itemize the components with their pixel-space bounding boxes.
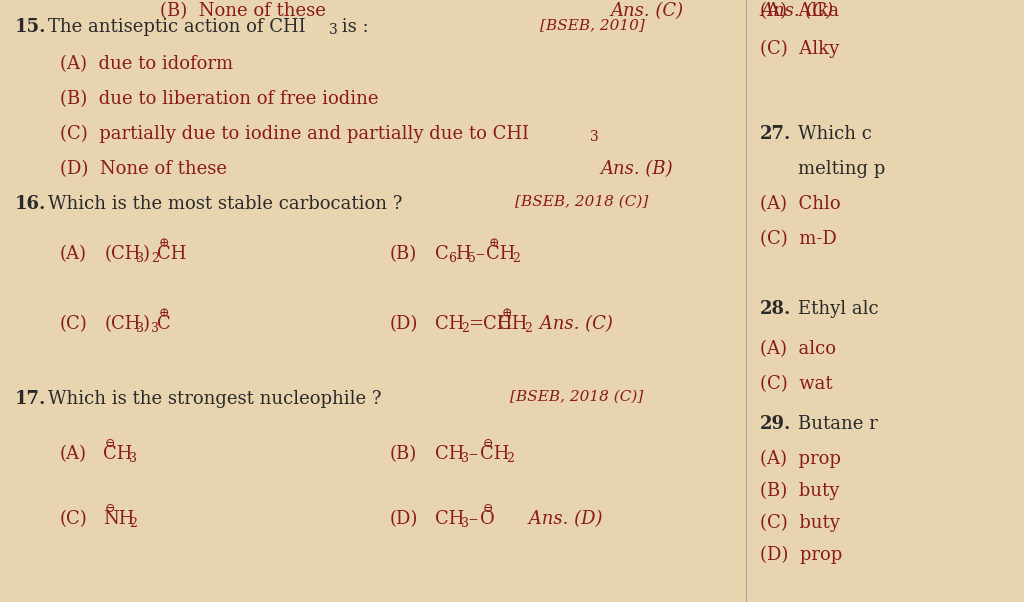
Text: is :: is :: [336, 18, 369, 36]
Text: (C)  wat: (C) wat: [760, 375, 833, 393]
Text: (A): (A): [60, 445, 87, 463]
Text: (B): (B): [390, 245, 417, 263]
Text: ⊖: ⊖: [105, 437, 116, 450]
Text: CH: CH: [435, 445, 464, 463]
Text: (A)  Alka: (A) Alka: [760, 2, 839, 20]
Text: (D)  prop: (D) prop: [760, 546, 843, 564]
Text: 2: 2: [506, 452, 514, 465]
Text: C: C: [435, 245, 449, 263]
Text: 6: 6: [449, 252, 456, 265]
Text: ⊕: ⊕: [502, 307, 512, 320]
Text: (CH: (CH: [105, 315, 141, 333]
Text: 3: 3: [461, 517, 469, 530]
Text: 3: 3: [151, 322, 159, 335]
Text: CH: CH: [435, 315, 464, 333]
Text: The antiseptic action of CHI: The antiseptic action of CHI: [48, 18, 305, 36]
Text: =CH: =CH: [468, 315, 512, 333]
Text: Ans. (C): Ans. (C): [534, 315, 613, 333]
Text: (D): (D): [390, 510, 419, 528]
Text: (C)  partially due to iodine and partially due to CHI: (C) partially due to iodine and partiall…: [60, 125, 529, 143]
Text: –: –: [468, 445, 477, 463]
Text: 3: 3: [329, 23, 338, 37]
Text: ⊖: ⊖: [483, 437, 494, 450]
Text: (C)  m-D: (C) m-D: [760, 230, 837, 248]
Text: H: H: [455, 245, 471, 263]
Text: 3: 3: [129, 452, 137, 465]
Text: Which is the strongest nucleophile ?: Which is the strongest nucleophile ?: [48, 390, 382, 408]
Text: 5: 5: [468, 252, 476, 265]
Text: ): ): [143, 245, 150, 263]
Text: (A)  due to idoform: (A) due to idoform: [60, 55, 233, 73]
Text: (D): (D): [390, 315, 419, 333]
Text: CH: CH: [480, 445, 509, 463]
Text: (A): (A): [60, 245, 87, 263]
Text: 28.: 28.: [760, 300, 792, 318]
Text: 2: 2: [512, 252, 520, 265]
Text: [BSEB, 2018 (C)]: [BSEB, 2018 (C)]: [515, 195, 648, 209]
Text: 17.: 17.: [15, 390, 46, 408]
Text: ): ): [143, 315, 150, 333]
Text: [BSEB, 2010]: [BSEB, 2010]: [540, 18, 645, 32]
Text: Butane r: Butane r: [798, 415, 878, 433]
Text: (C): (C): [60, 315, 88, 333]
Text: Ans. (D): Ans. (D): [500, 510, 602, 528]
Text: C: C: [157, 315, 171, 333]
Text: (B): (B): [390, 445, 417, 463]
Text: Ans. (C): Ans. (C): [760, 2, 834, 20]
Text: 15.: 15.: [15, 18, 46, 36]
Text: 29.: 29.: [760, 415, 792, 433]
Text: ⊕: ⊕: [159, 307, 170, 320]
Text: (A)  alco: (A) alco: [760, 340, 836, 358]
Text: 2: 2: [461, 322, 469, 335]
Text: (C): (C): [60, 510, 88, 528]
Text: CH: CH: [498, 315, 527, 333]
Text: ⊖: ⊖: [105, 502, 116, 515]
Text: 3: 3: [590, 130, 599, 144]
Text: 2: 2: [151, 252, 159, 265]
Text: (B)  buty: (B) buty: [760, 482, 840, 500]
Text: CH: CH: [103, 445, 132, 463]
Text: [BSEB, 2018 (C)]: [BSEB, 2018 (C)]: [510, 390, 643, 404]
Text: (B)  due to liberation of free iodine: (B) due to liberation of free iodine: [60, 90, 379, 108]
Text: CH: CH: [486, 245, 515, 263]
Text: (C)  buty: (C) buty: [760, 514, 840, 532]
Text: 3: 3: [461, 452, 469, 465]
Text: (A)  Chlo: (A) Chlo: [760, 195, 841, 213]
Text: ⊕: ⊕: [489, 237, 500, 250]
Text: 16.: 16.: [15, 195, 46, 213]
Text: melting p: melting p: [798, 160, 886, 178]
Text: Ethyl alc: Ethyl alc: [798, 300, 879, 318]
Text: (B)  None of these: (B) None of these: [160, 2, 326, 20]
Text: NH: NH: [103, 510, 134, 528]
Text: ⊖: ⊖: [483, 502, 494, 515]
Text: CH: CH: [157, 245, 186, 263]
Text: O: O: [480, 510, 495, 528]
Text: Ans. (C): Ans. (C): [610, 2, 683, 20]
Text: 3: 3: [136, 322, 144, 335]
Text: CH: CH: [435, 510, 464, 528]
Text: (A)  prop: (A) prop: [760, 450, 841, 468]
Text: –: –: [468, 510, 477, 528]
Text: Which c: Which c: [798, 125, 871, 143]
Text: (C)  Alky: (C) Alky: [760, 40, 840, 58]
Text: (D)  None of these: (D) None of these: [60, 160, 227, 178]
Text: 27.: 27.: [760, 125, 792, 143]
Text: (CH: (CH: [105, 245, 141, 263]
Text: Which is the most stable carbocation ?: Which is the most stable carbocation ?: [48, 195, 402, 213]
Text: 2: 2: [524, 322, 531, 335]
Text: 3: 3: [136, 252, 144, 265]
Text: 2: 2: [129, 517, 137, 530]
Text: –: –: [475, 245, 484, 263]
Text: ⊕: ⊕: [159, 237, 170, 250]
Text: Ans. (B): Ans. (B): [600, 160, 673, 178]
